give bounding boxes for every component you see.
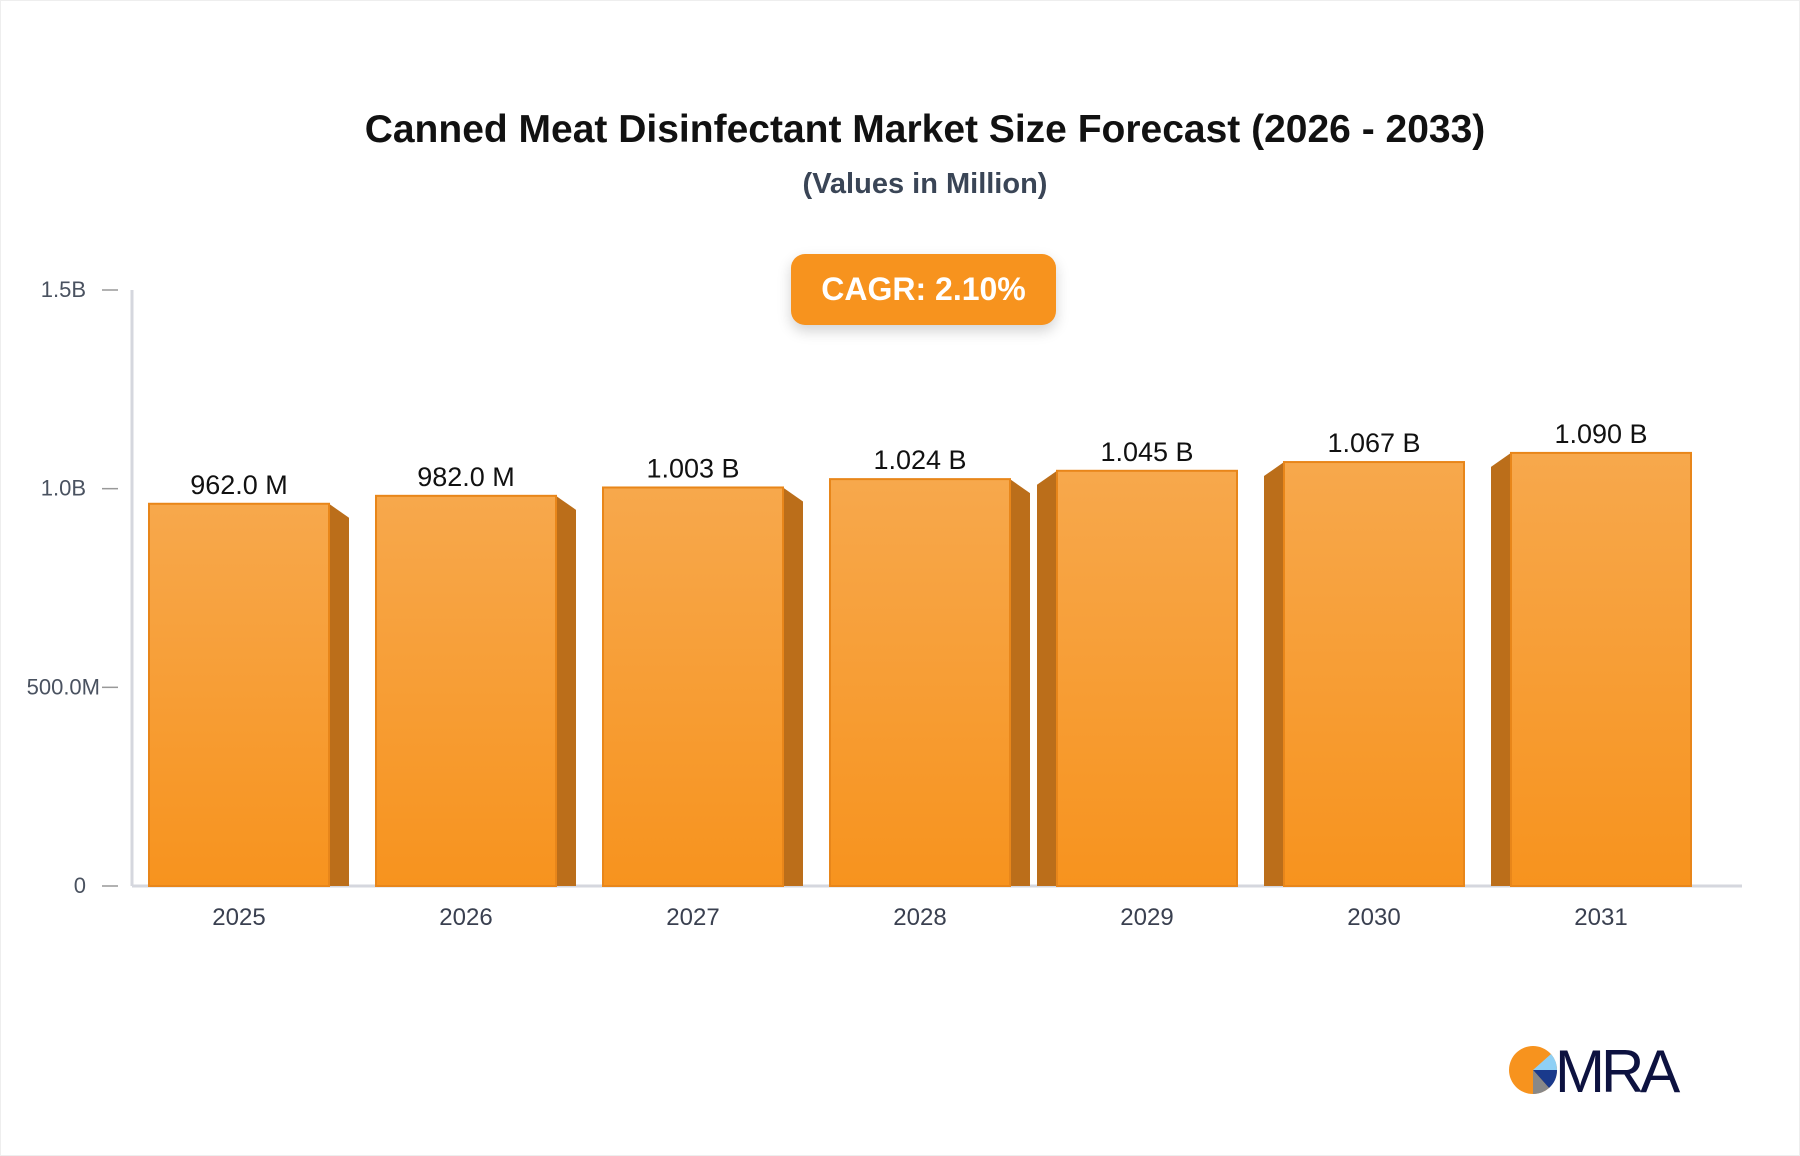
bar-side [1264, 462, 1284, 886]
bar-2027: 1.003 B [602, 453, 803, 887]
x-tick-label: 2029 [1120, 904, 1173, 931]
y-tick-label: 1.0B [41, 476, 86, 501]
chart-subtitle: (Values in Million) [802, 168, 1048, 200]
x-tick-label: 2025 [212, 904, 265, 931]
bar [1283, 461, 1465, 887]
bar-2030: 1.067 B [1264, 428, 1465, 887]
bar-side [1010, 479, 1030, 886]
bar-side [783, 487, 803, 886]
data-label: 982.0 M [417, 462, 515, 492]
bar [602, 486, 784, 887]
bar-2026: 982.0 M [375, 462, 576, 887]
y-tick-label: 1.5B [41, 277, 86, 302]
bar [375, 494, 557, 887]
data-label: 1.003 B [646, 453, 739, 483]
x-tick-label: 2028 [893, 904, 946, 931]
bar-side [556, 495, 576, 886]
bar-side [1491, 452, 1511, 886]
bar [148, 502, 330, 887]
bar-2025: 962.0 M [148, 470, 349, 887]
x-tick-label: 2027 [666, 904, 719, 931]
y-tick-label: 0 [74, 873, 86, 898]
cagr-badge: CAGR: 2.10% [791, 254, 1056, 325]
y-tick-label: 500.0M [27, 674, 100, 699]
data-label: 1.090 B [1554, 419, 1647, 449]
bar [1510, 451, 1692, 887]
chart-title: Canned Meat Disinfectant Market Size For… [364, 108, 1486, 151]
bar-2031: 1.090 B [1491, 419, 1692, 887]
x-tick-label: 2031 [1574, 904, 1627, 931]
bar-side [329, 503, 349, 886]
data-label: 1.024 B [873, 445, 966, 475]
bar [1056, 469, 1238, 887]
x-tick-label: 2030 [1347, 904, 1400, 931]
svg-text:MRA: MRA [1555, 1040, 1680, 1105]
bar [829, 478, 1011, 887]
bar-2029: 1.045 B [1037, 437, 1238, 887]
bar-side [1037, 470, 1057, 886]
data-label: 1.067 B [1327, 428, 1420, 458]
data-label: 1.045 B [1100, 437, 1193, 467]
mra-logo: MRA [1509, 1040, 1684, 1105]
bar-2028: 1.024 B [829, 445, 1030, 887]
data-label: 962.0 M [190, 470, 288, 500]
x-tick-label: 2026 [439, 904, 492, 931]
